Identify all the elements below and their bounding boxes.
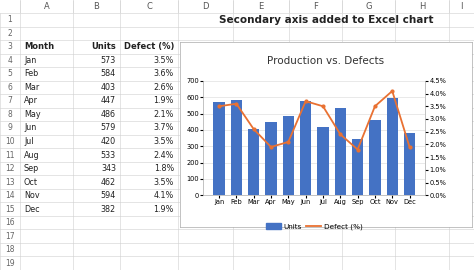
Text: 2: 2 bbox=[8, 29, 12, 38]
Bar bbox=[231, 100, 242, 195]
Text: 594: 594 bbox=[101, 191, 116, 200]
Text: 16: 16 bbox=[5, 218, 15, 227]
Text: Defect (%): Defect (%) bbox=[124, 42, 174, 51]
Text: 2.1%: 2.1% bbox=[154, 110, 174, 119]
Bar bbox=[387, 98, 398, 195]
Text: 462: 462 bbox=[101, 178, 116, 187]
Text: Jan: Jan bbox=[24, 56, 36, 65]
Text: B: B bbox=[93, 2, 100, 11]
Text: 447: 447 bbox=[101, 96, 116, 105]
Text: Sep: Sep bbox=[24, 164, 39, 173]
Text: 403: 403 bbox=[101, 83, 116, 92]
Text: 19: 19 bbox=[5, 259, 15, 268]
Text: 573: 573 bbox=[101, 56, 116, 65]
Text: Aug: Aug bbox=[24, 151, 40, 160]
Text: Jul: Jul bbox=[24, 137, 34, 146]
Text: 15: 15 bbox=[5, 205, 15, 214]
Text: 3.7%: 3.7% bbox=[154, 123, 174, 133]
Bar bbox=[404, 133, 415, 195]
Text: Nov: Nov bbox=[24, 191, 40, 200]
Text: I: I bbox=[460, 2, 463, 11]
Text: May: May bbox=[24, 110, 41, 119]
Bar bbox=[213, 102, 225, 195]
Bar bbox=[300, 101, 311, 195]
Text: 382: 382 bbox=[101, 205, 116, 214]
Bar bbox=[335, 108, 346, 195]
Text: 533: 533 bbox=[101, 151, 116, 160]
Text: 3.5%: 3.5% bbox=[154, 137, 174, 146]
Text: 13: 13 bbox=[5, 178, 15, 187]
Text: Dec: Dec bbox=[24, 205, 40, 214]
Bar bbox=[352, 139, 363, 195]
Text: 17: 17 bbox=[5, 232, 15, 241]
Text: 6: 6 bbox=[8, 83, 12, 92]
Text: 2.6%: 2.6% bbox=[154, 83, 174, 92]
Text: 12: 12 bbox=[5, 164, 15, 173]
Bar bbox=[265, 122, 277, 195]
Text: 18: 18 bbox=[5, 245, 15, 254]
Text: 420: 420 bbox=[101, 137, 116, 146]
Text: 579: 579 bbox=[100, 123, 116, 133]
Text: Oct: Oct bbox=[24, 178, 38, 187]
Text: Month: Month bbox=[24, 42, 54, 51]
Text: Feb: Feb bbox=[24, 69, 38, 78]
Text: 3.6%: 3.6% bbox=[154, 69, 174, 78]
Text: 7: 7 bbox=[8, 96, 12, 105]
Text: 4: 4 bbox=[8, 56, 12, 65]
Text: F: F bbox=[313, 2, 318, 11]
Text: 9: 9 bbox=[8, 123, 12, 133]
Text: E: E bbox=[258, 2, 264, 11]
Text: 10: 10 bbox=[5, 137, 15, 146]
Text: 343: 343 bbox=[101, 164, 116, 173]
Text: 486: 486 bbox=[101, 110, 116, 119]
Legend: Units, Defect (%): Units, Defect (%) bbox=[264, 220, 365, 233]
Text: A: A bbox=[44, 2, 49, 11]
Text: 8: 8 bbox=[8, 110, 12, 119]
Text: D: D bbox=[202, 2, 209, 11]
Bar bbox=[283, 116, 294, 195]
Text: 1.9%: 1.9% bbox=[154, 96, 174, 105]
Bar bbox=[248, 129, 259, 195]
Text: 4.1%: 4.1% bbox=[154, 191, 174, 200]
Text: 11: 11 bbox=[5, 151, 15, 160]
Text: Apr: Apr bbox=[24, 96, 38, 105]
Text: 2.4%: 2.4% bbox=[154, 151, 174, 160]
Text: 3: 3 bbox=[8, 42, 12, 51]
Text: Production vs. Defects: Production vs. Defects bbox=[267, 56, 384, 66]
Text: G: G bbox=[365, 2, 372, 11]
Text: 1: 1 bbox=[8, 15, 12, 24]
Text: 1.8%: 1.8% bbox=[154, 164, 174, 173]
Text: Units: Units bbox=[91, 42, 116, 51]
Bar bbox=[318, 127, 328, 195]
Text: H: H bbox=[419, 2, 425, 11]
Text: C: C bbox=[146, 2, 152, 11]
Text: 14: 14 bbox=[5, 191, 15, 200]
Text: 5: 5 bbox=[8, 69, 12, 78]
Text: 3.5%: 3.5% bbox=[154, 56, 174, 65]
Text: 584: 584 bbox=[101, 69, 116, 78]
Text: 3.5%: 3.5% bbox=[154, 178, 174, 187]
Text: Secondary axis added to Excel chart: Secondary axis added to Excel chart bbox=[219, 15, 433, 25]
Text: Jun: Jun bbox=[24, 123, 36, 133]
Text: Mar: Mar bbox=[24, 83, 39, 92]
Bar bbox=[369, 120, 381, 195]
Text: 1.9%: 1.9% bbox=[154, 205, 174, 214]
